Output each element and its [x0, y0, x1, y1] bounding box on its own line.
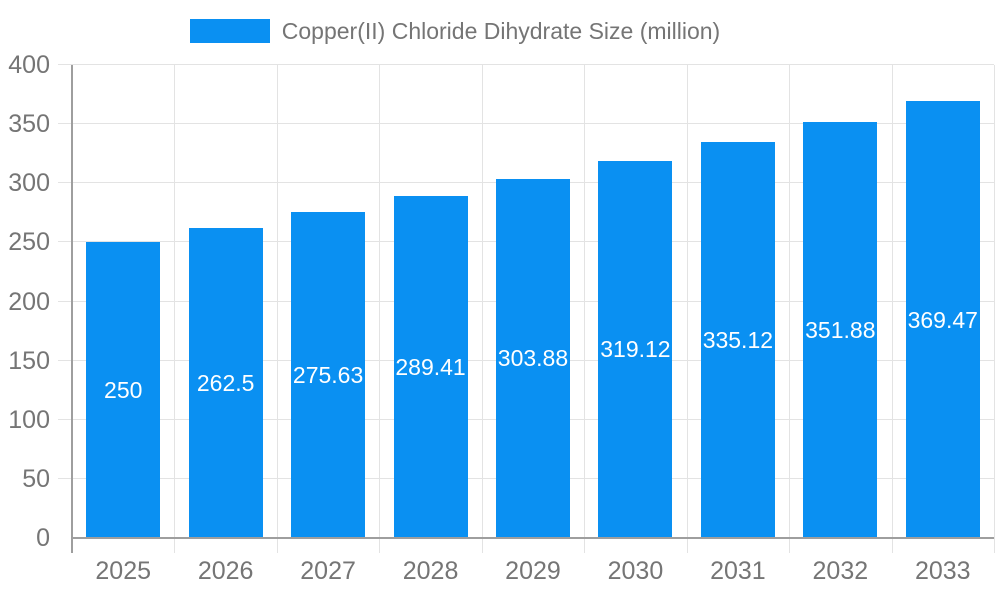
legend[interactable]: Copper(II) Chloride Dihydrate Size (mill… [0, 16, 955, 46]
h-gridline [58, 64, 994, 65]
bar [188, 227, 263, 537]
v-gridline [584, 65, 586, 553]
x-tick-label: 2030 [607, 557, 664, 585]
y-tick-label: 400 [8, 51, 50, 79]
y-tick-label: 50 [22, 464, 50, 493]
x-tick-label: 2029 [505, 557, 561, 585]
bar-value-label: 250 [104, 377, 143, 404]
bar-value-label: 289.41 [395, 353, 466, 380]
x-tick-label: 2031 [710, 557, 766, 585]
x-axis-line [71, 537, 994, 539]
y-tick-label: 100 [8, 405, 50, 434]
x-tick-label: 2025 [95, 557, 152, 585]
bar-value-label: 369.47 [907, 306, 978, 333]
v-gridline [789, 65, 791, 553]
y-tick-label: 150 [8, 346, 50, 375]
bar-value-label: 319.12 [600, 336, 671, 363]
bar-value-label: 351.88 [805, 316, 876, 343]
v-gridline [891, 65, 893, 553]
bar-value-label: 275.63 [292, 362, 364, 389]
y-tick-label: 350 [8, 110, 50, 139]
bar-value-label: 303.88 [497, 345, 569, 372]
x-tick-label: 2026 [197, 557, 254, 585]
bar [700, 141, 775, 537]
v-gridline [481, 65, 483, 553]
y-tick-label: 0 [36, 524, 50, 552]
y-tick-label: 300 [8, 169, 50, 198]
v-gridline [174, 65, 176, 553]
bar [905, 101, 980, 537]
legend-label: Copper(II) Chloride Dihydrate Size (mill… [281, 18, 721, 44]
legend-swatch [189, 19, 270, 43]
x-tick-label: 2032 [812, 557, 869, 585]
bar-value-label: 262.5 [196, 369, 255, 396]
bar [291, 212, 366, 537]
x-tick-label: 2028 [402, 557, 459, 585]
y-tick-label: 250 [8, 228, 50, 257]
y-tick-label: 200 [8, 287, 50, 316]
bar [496, 178, 570, 537]
v-gridline [686, 65, 688, 553]
v-gridline [994, 65, 995, 553]
v-gridline [276, 65, 278, 553]
h-gridline [58, 123, 994, 125]
bar [393, 195, 468, 537]
bar [598, 160, 673, 537]
x-tick-label: 2033 [914, 557, 971, 585]
v-gridline [379, 65, 381, 553]
bar [803, 121, 878, 537]
y-axis-line [71, 65, 73, 553]
bar [86, 242, 161, 537]
bar-value-label: 335.12 [702, 326, 774, 353]
x-tick-label: 2027 [300, 557, 356, 585]
